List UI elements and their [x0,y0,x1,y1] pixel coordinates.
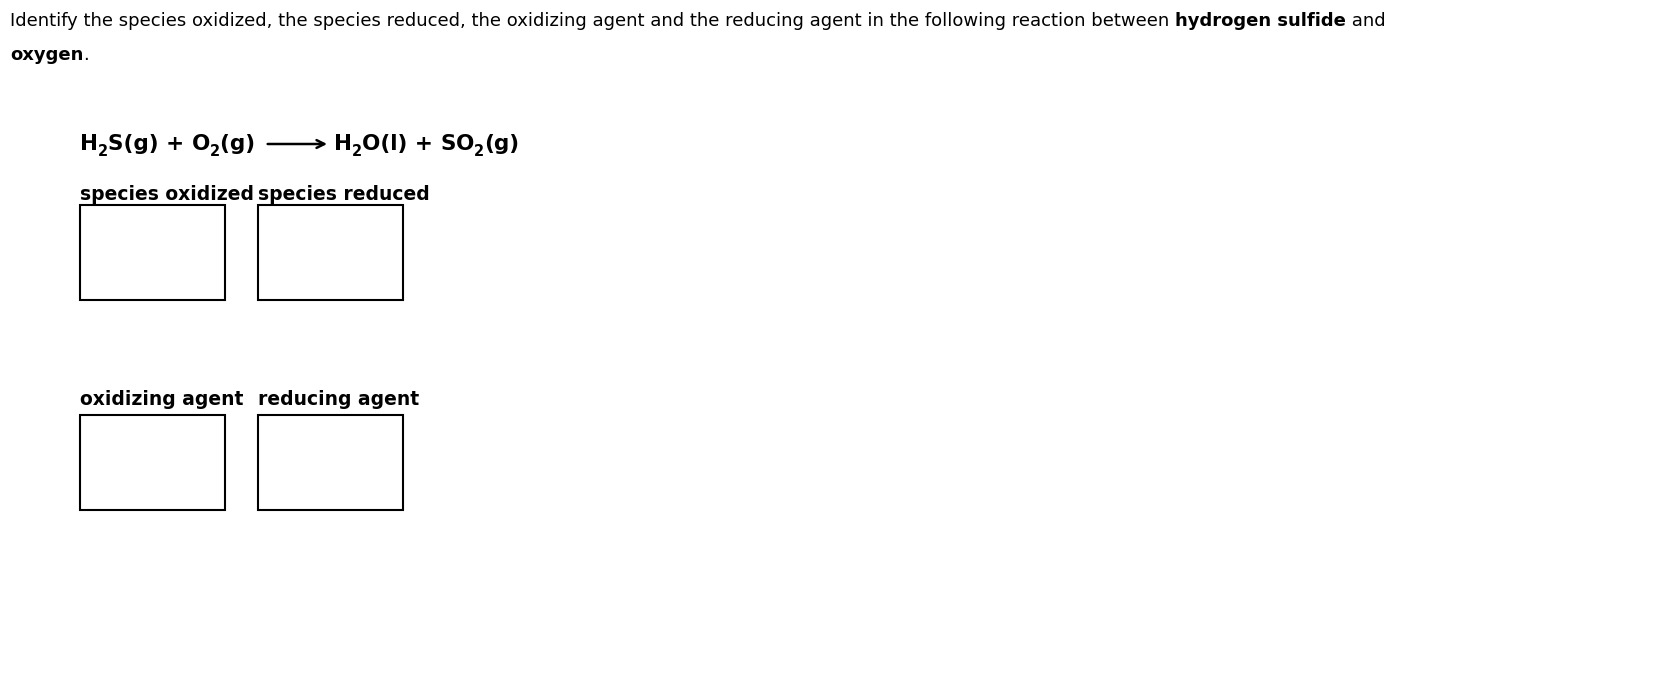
Bar [257,205,403,300]
Text: O: O [456,134,475,154]
Text: S(g) +: S(g) + [109,134,192,154]
Text: hydrogen sulfide: hydrogen sulfide [1175,12,1346,30]
Text: (g): (g) [221,134,263,154]
Text: oxygen: oxygen [10,46,84,64]
Text: oxidizing agent: oxidizing agent [80,390,244,409]
Text: 2: 2 [351,144,363,159]
Text: species reduced: species reduced [257,185,430,204]
Text: H: H [334,134,351,154]
Text: and: and [1346,12,1386,30]
Text: O: O [192,134,211,154]
Text: species oxidized: species oxidized [80,185,254,204]
Text: 2: 2 [99,144,109,159]
Bar [257,415,403,510]
Text: Identify the species oxidized, the species reduced, the oxidizing agent and the : Identify the species oxidized, the speci… [10,12,1175,30]
Text: H: H [80,134,99,154]
Text: reducing agent: reducing agent [257,390,420,409]
Bar [80,415,226,510]
Text: 2: 2 [211,144,221,159]
Bar [80,205,226,300]
Text: .: . [84,46,89,64]
Text: (g): (g) [485,134,520,154]
Text: O(l) +: O(l) + [363,134,440,154]
Text: 2: 2 [475,144,485,159]
Text: S: S [440,134,456,154]
